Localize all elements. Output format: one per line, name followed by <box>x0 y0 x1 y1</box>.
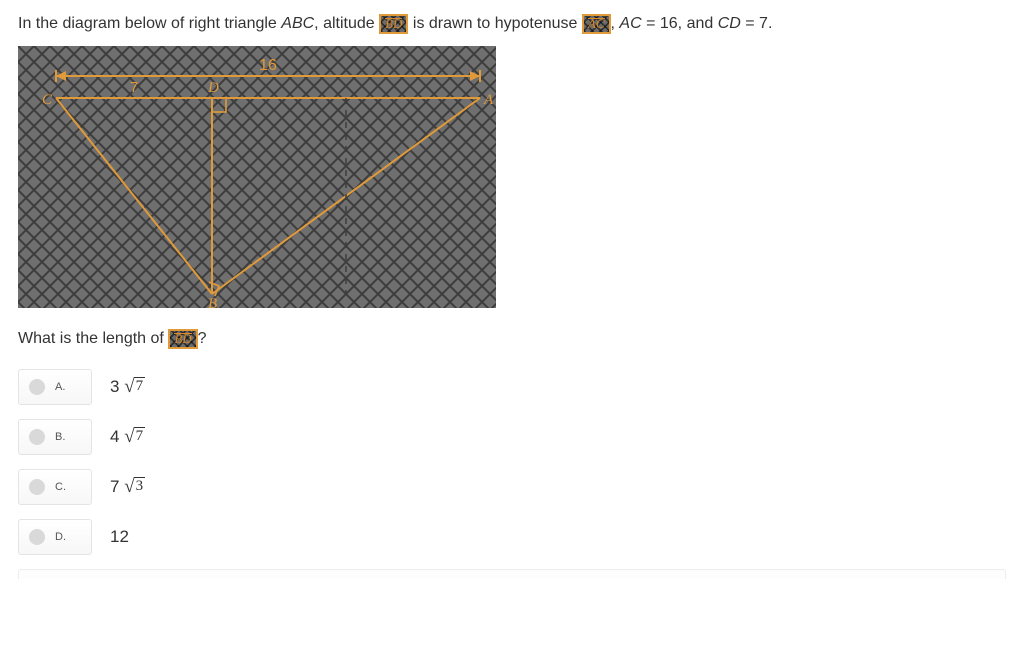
q-mid1: , altitude <box>314 15 379 32</box>
choice-d-letter: D. <box>55 531 66 543</box>
q-tri: ABC <box>281 15 314 32</box>
q-mid2: is drawn to hypotenuse <box>408 15 581 32</box>
svg-text:7: 7 <box>130 79 138 96</box>
choice-c-button[interactable]: C. <box>18 469 92 505</box>
choice-b-letter: B. <box>55 431 65 443</box>
footer-divider <box>18 569 1006 579</box>
choice-b-text: 4 √7 <box>110 427 145 447</box>
choice-b-button[interactable]: B. <box>18 419 92 455</box>
choice-c-row: C. 7 √3 <box>18 469 1006 505</box>
chip-ac: AC <box>582 14 611 34</box>
choice-d-row: D. 12 <box>18 519 1006 555</box>
svg-text:C: C <box>42 92 53 108</box>
choice-a-letter: A. <box>55 381 65 393</box>
choice-a-row: A. 3 √7 <box>18 369 1006 405</box>
sqrt-icon: √7 <box>124 377 145 396</box>
triangle-diagram: 16 7 C D A B <box>18 46 496 308</box>
radio-icon <box>29 529 45 545</box>
radio-icon <box>29 429 45 445</box>
q-eq1r: = 16, and <box>642 15 718 32</box>
choice-d-text: 12 <box>110 527 129 547</box>
choice-a-text: 3 √7 <box>110 377 145 397</box>
choice-c-text: 7 √3 <box>110 477 145 497</box>
sqrt-icon: √7 <box>124 427 145 446</box>
svg-text:B: B <box>208 296 217 308</box>
answer-choices: A. 3 √7 B. 4 √7 C. 7 √3 D. 12 <box>18 369 1006 555</box>
svg-text:16: 16 <box>259 57 277 74</box>
q2-pre: What is the length of <box>18 330 168 347</box>
radio-icon <box>29 479 45 495</box>
q2-post: ? <box>198 330 207 347</box>
radio-icon <box>29 379 45 395</box>
question-text: In the diagram below of right triangle A… <box>18 12 1006 36</box>
choice-b-row: B. 4 √7 <box>18 419 1006 455</box>
q-pre: In the diagram below of right triangle <box>18 15 281 32</box>
q-eq2r: = 7. <box>741 15 773 32</box>
chip-bd: BD <box>379 14 408 34</box>
choice-c-letter: C. <box>55 481 66 493</box>
choice-d-button[interactable]: D. <box>18 519 92 555</box>
sqrt-icon: √3 <box>124 477 145 496</box>
svg-text:A: A <box>483 92 494 108</box>
diagram: 16 7 C D A B <box>18 46 1006 313</box>
svg-text:D: D <box>207 80 219 96</box>
q-eq1l: AC <box>619 15 641 32</box>
q-eq2l: CD <box>718 15 741 32</box>
chip-bd-2: BD <box>168 329 197 349</box>
question2-text: What is the length of BD? <box>18 327 1006 351</box>
choice-a-button[interactable]: A. <box>18 369 92 405</box>
